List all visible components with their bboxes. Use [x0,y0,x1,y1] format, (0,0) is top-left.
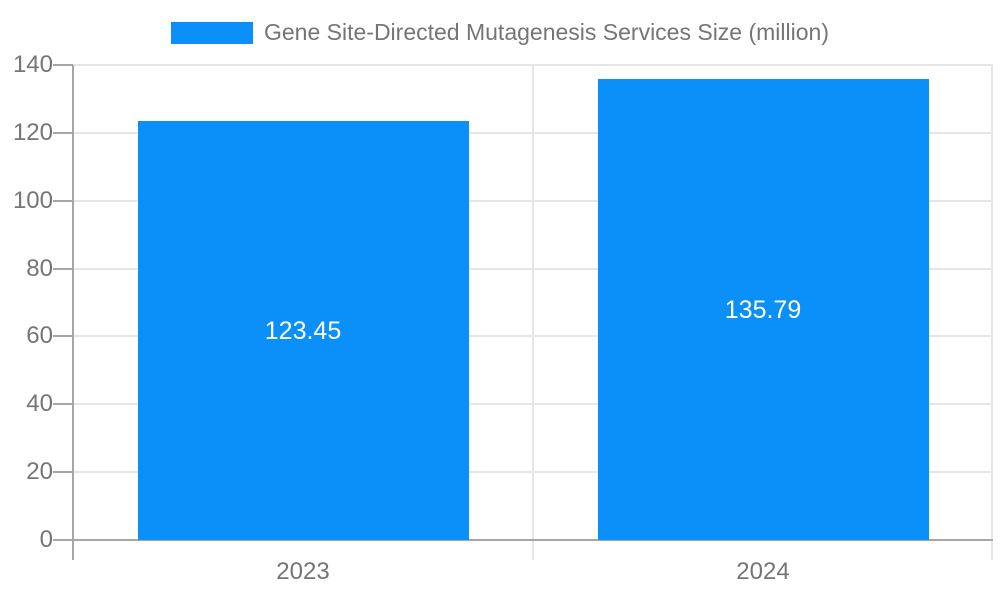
bar-value-label: 135.79 [724,295,802,324]
legend-swatch [171,21,253,44]
y-axis-tick [53,267,73,270]
y-tick-label: 20 [26,458,53,486]
y-tick-label: 120 [12,118,53,146]
y-tick-label: 40 [26,390,53,418]
y-tick-label: 60 [26,322,53,350]
plot-area: 123.45 135.79 [53,64,993,560]
y-axis-tick [53,471,73,474]
gridline-x [532,65,534,560]
y-axis-tick [53,335,73,338]
y-axis-tick [53,199,73,202]
y-tick-label: 0 [39,526,53,553]
y-axis-tick [53,131,73,134]
legend-label: Gene Site-Directed Mutagenesis Services … [264,19,829,45]
y-tick-label: 140 [12,51,53,78]
y-axis-tick [53,539,73,541]
x-tick-label: 2024 [736,558,790,585]
chart-legend: Gene Site-Directed Mutagenesis Services … [0,19,1000,46]
x-tick-label: 2023 [276,558,330,585]
bar-2023 [137,121,469,540]
gridline-x [991,65,993,560]
y-axis-tick [53,403,73,406]
y-axis-tick [53,64,73,66]
y-tick-label: 100 [12,186,53,214]
y-tick-label: 80 [26,254,53,282]
bar-2024 [597,79,929,540]
bar-value-label: 123.45 [264,316,342,345]
x-axis-line [73,539,993,541]
y-axis-line [72,65,74,560]
